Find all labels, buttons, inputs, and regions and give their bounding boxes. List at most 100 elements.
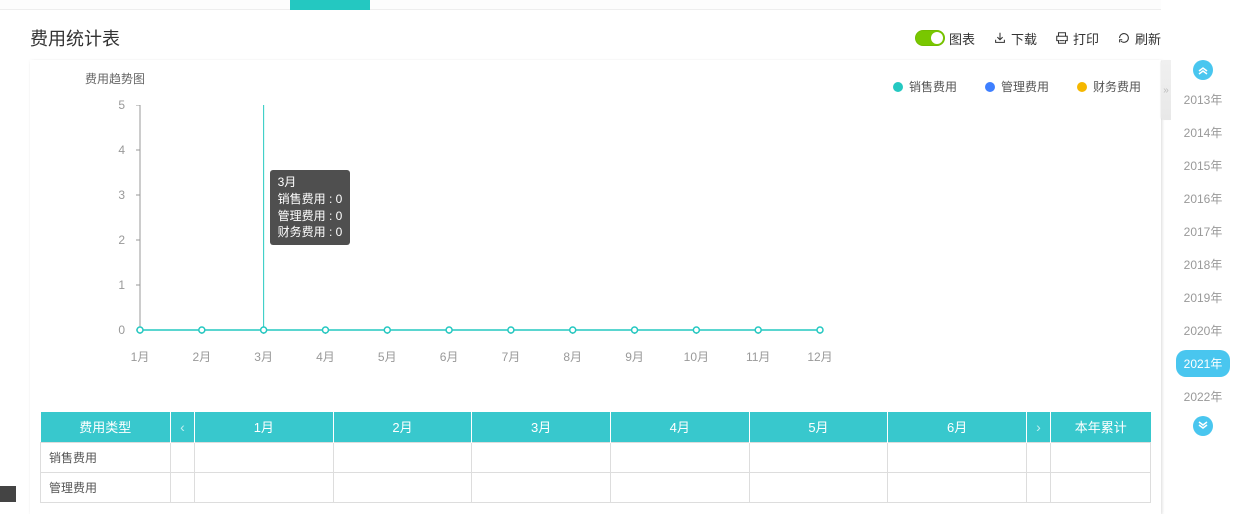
x-tick-label: 12月 <box>807 348 832 365</box>
expense-table: 费用类型 ‹ 1月 2月 3月 4月 5月 6月 › 本年累计 销售费用管理费用 <box>40 412 1151 514</box>
table-cell <box>333 472 472 502</box>
table-cell: 销售费用 <box>41 442 171 472</box>
prev-months-button[interactable]: ‹ <box>171 412 195 442</box>
x-tick-label: 5月 <box>378 348 397 365</box>
legend-label: 销售费用 <box>909 78 957 95</box>
table-cell <box>195 442 334 472</box>
tooltip-row: 销售费用 : 0 <box>278 191 343 208</box>
x-tick-label: 2月 <box>192 348 211 365</box>
legend-label: 财务费用 <box>1093 78 1141 95</box>
download-label: 下载 <box>1011 29 1037 48</box>
legend-item[interactable]: 管理费用 <box>985 78 1049 95</box>
chart-legend: 销售费用 管理费用 财务费用 <box>893 78 1141 95</box>
x-tick-label: 4月 <box>316 348 335 365</box>
table-cell <box>749 472 888 502</box>
tooltip-row: 财务费用 : 0 <box>278 224 343 241</box>
x-tick-label: 6月 <box>440 348 459 365</box>
tooltip-row: 管理费用 : 0 <box>278 208 343 225</box>
table-cell <box>610 472 749 502</box>
col-header-month: 2月 <box>333 412 472 442</box>
table-cell <box>333 442 472 472</box>
x-tick-label: 9月 <box>625 348 644 365</box>
x-tick-label: 3月 <box>254 348 273 365</box>
next-months-button[interactable]: › <box>1027 412 1051 442</box>
chart-toggle[interactable]: 图表 <box>915 29 975 48</box>
y-tick-label: 3 <box>118 188 125 202</box>
page-title: 费用统计表 <box>30 25 120 51</box>
table-cell <box>195 472 334 502</box>
y-axis-labels: 012345 <box>105 105 125 330</box>
y-tick-label: 0 <box>118 323 125 337</box>
table-header-row: 费用类型 ‹ 1月 2月 3月 4月 5月 6月 › 本年累计 <box>41 412 1151 442</box>
year-option[interactable]: 2022年 <box>1176 383 1231 410</box>
tooltip-title: 3月 <box>278 174 343 191</box>
col-header-type: 费用类型 <box>41 412 171 442</box>
x-tick-label: 8月 <box>563 348 582 365</box>
chevron-left-icon: ‹ <box>180 419 185 435</box>
table-cell <box>749 442 888 472</box>
y-tick-label: 5 <box>118 98 125 112</box>
x-axis-labels: 1月 2月 3月 4月 5月 6月 7月 8月 9月 10月 11月 12月 <box>130 348 830 364</box>
download-icon <box>993 31 1007 45</box>
col-header-month: 3月 <box>472 412 611 442</box>
chart-title: 费用趋势图 <box>85 70 145 87</box>
x-tick-label: 7月 <box>502 348 521 365</box>
table-cell <box>1051 442 1151 472</box>
collapse-sidebar-handle[interactable]: » <box>1161 60 1171 120</box>
table-cell <box>1027 442 1051 472</box>
year-option[interactable]: 2021年 <box>1176 350 1231 377</box>
year-option[interactable]: 2015年 <box>1176 152 1231 179</box>
table-row: 管理费用 <box>41 472 1151 502</box>
year-option[interactable]: 2017年 <box>1176 218 1231 245</box>
col-header-month: 4月 <box>610 412 749 442</box>
year-option[interactable]: 2016年 <box>1176 185 1231 212</box>
year-option[interactable]: 2013年 <box>1176 86 1231 113</box>
table-cell <box>1027 472 1051 502</box>
print-button[interactable]: 打印 <box>1055 29 1099 48</box>
chevron-right-icon: › <box>1036 419 1041 435</box>
double-chevron-up-icon <box>1197 64 1209 76</box>
y-tick-label: 2 <box>118 233 125 247</box>
toggle-label: 图表 <box>949 29 975 48</box>
refresh-icon <box>1117 31 1131 45</box>
col-header-month: 1月 <box>195 412 334 442</box>
download-button[interactable]: 下载 <box>993 29 1037 48</box>
header-actions: 图表 下载 打印 刷新 <box>915 29 1161 48</box>
print-icon <box>1055 31 1069 45</box>
refresh-button[interactable]: 刷新 <box>1117 29 1161 48</box>
year-scroll-up-button[interactable] <box>1193 60 1213 80</box>
year-scroll-down-button[interactable] <box>1193 416 1213 436</box>
table-row: 销售费用 <box>41 442 1151 472</box>
col-header-total: 本年累计 <box>1051 412 1151 442</box>
x-tick-label: 11月 <box>746 348 770 365</box>
year-option[interactable]: 2018年 <box>1176 251 1231 278</box>
year-option[interactable]: 2014年 <box>1176 119 1231 146</box>
line-chart[interactable] <box>130 105 830 350</box>
print-label: 打印 <box>1073 29 1099 48</box>
x-tick-label: 1月 <box>131 348 150 365</box>
legend-label: 管理费用 <box>1001 78 1049 95</box>
legend-dot-icon <box>985 82 995 92</box>
legend-dot-icon <box>1077 82 1087 92</box>
legend-item[interactable]: 销售费用 <box>893 78 957 95</box>
table-cell <box>171 472 195 502</box>
table-cell <box>472 472 611 502</box>
col-header-month: 6月 <box>888 412 1027 442</box>
y-tick-label: 1 <box>118 278 125 292</box>
table-cell: 管理费用 <box>41 472 171 502</box>
active-tab-indicator <box>290 0 370 10</box>
table-cell <box>171 442 195 472</box>
table-cell <box>888 472 1027 502</box>
double-chevron-right-icon: » <box>1163 85 1169 96</box>
corner-marker <box>0 486 16 502</box>
y-tick-label: 4 <box>118 143 125 157</box>
legend-item[interactable]: 财务费用 <box>1077 78 1141 95</box>
table-cell <box>888 442 1027 472</box>
year-option[interactable]: 2019年 <box>1176 284 1231 311</box>
year-option[interactable]: 2020年 <box>1176 317 1231 344</box>
table-cell <box>610 442 749 472</box>
year-selector: 2013年 2014年 2015年 2016年 2017年 2018年 2019年 2020年… <box>1173 60 1233 436</box>
table-cell <box>472 442 611 472</box>
chart-tooltip: 3月 销售费用 : 0 管理费用 : 0 财务费用 : 0 <box>270 170 351 245</box>
x-tick-label: 10月 <box>684 348 709 365</box>
